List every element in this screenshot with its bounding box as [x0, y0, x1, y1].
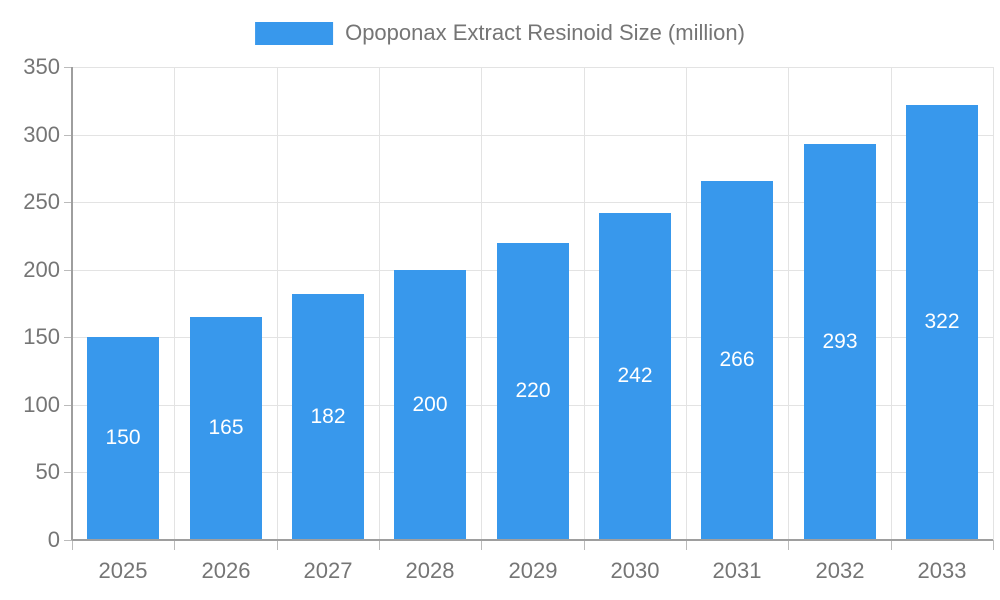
- y-axis-tick: [64, 202, 72, 203]
- y-axis-tick: [64, 472, 72, 473]
- gridline-vertical: [993, 67, 994, 540]
- y-axis-tick: [64, 270, 72, 271]
- gridline-vertical: [788, 67, 789, 540]
- bar-2025[interactable]: 150: [87, 337, 159, 539]
- y-tick-label: 150: [23, 324, 60, 349]
- x-axis-tick: [379, 540, 380, 550]
- bar-2032[interactable]: 293: [804, 144, 876, 539]
- y-axis-tick: [64, 337, 72, 338]
- legend-label: Opoponax Extract Resinoid Size (million): [345, 20, 745, 45]
- gridline-vertical: [481, 67, 482, 540]
- x-axis-tick: [584, 540, 585, 550]
- bar-value-label: 322: [924, 310, 960, 333]
- bar-value-label: 293: [822, 329, 858, 353]
- y-tick-label: 50: [35, 459, 60, 484]
- legend-swatch-icon: [255, 21, 334, 45]
- y-tick-label: 0: [47, 527, 60, 552]
- x-axis-tick: [72, 540, 73, 550]
- x-axis-tick: [993, 540, 994, 550]
- legend[interactable]: Opoponax Extract Resinoid Size (million): [255, 20, 745, 46]
- x-axis-tick: [788, 540, 789, 550]
- y-tick-label: 100: [23, 392, 60, 417]
- bar-value-label: 220: [515, 379, 551, 402]
- bar-value-label: 200: [412, 392, 448, 416]
- gridline-vertical: [891, 67, 892, 540]
- y-axis-tick: [64, 135, 72, 136]
- x-tick-label: 2031: [712, 558, 762, 583]
- bar-value-label: 182: [310, 404, 346, 428]
- y-tick-label: 300: [23, 122, 60, 147]
- bar-2028[interactable]: 200: [394, 270, 466, 539]
- y-tick-label: 350: [23, 54, 60, 79]
- x-tick-label: 2027: [303, 558, 353, 583]
- gridline-vertical: [277, 67, 278, 540]
- gridline-vertical: [379, 67, 380, 540]
- bar-2033[interactable]: 322: [906, 105, 978, 539]
- gridline-horizontal: [72, 202, 993, 203]
- bar-value-label: 165: [208, 416, 244, 439]
- gridline-vertical: [174, 67, 175, 540]
- bar-value-label: 150: [105, 426, 141, 449]
- y-tick-label: 200: [23, 257, 60, 282]
- x-axis-tick: [277, 540, 278, 550]
- x-axis-tick: [481, 540, 482, 550]
- bar-2027[interactable]: 182: [292, 294, 364, 539]
- bar-2026[interactable]: 165: [190, 317, 262, 539]
- gridline-vertical: [584, 67, 585, 540]
- bar-value-label: 266: [719, 348, 755, 371]
- x-tick-label: 2029: [508, 558, 558, 583]
- x-axis-tick: [891, 540, 892, 550]
- y-axis-tick: [64, 67, 72, 68]
- bar-2030[interactable]: 242: [599, 213, 671, 539]
- x-tick-label: 2026: [201, 558, 251, 583]
- gridline-vertical: [686, 67, 687, 540]
- x-tick-label: 2032: [815, 558, 865, 583]
- y-axis-tick: [64, 405, 72, 406]
- gridline-horizontal: [72, 67, 993, 68]
- bar-2029[interactable]: 220: [497, 243, 569, 539]
- y-axis-tick: [64, 540, 72, 541]
- x-tick-label: 2030: [610, 558, 660, 583]
- x-tick-label: 2033: [917, 558, 967, 583]
- x-tick-label: 2028: [405, 558, 455, 583]
- x-axis-tick: [174, 540, 175, 550]
- bar-2031[interactable]: 266: [701, 181, 773, 539]
- x-axis-line: [72, 539, 993, 541]
- x-tick-label: 2025: [98, 558, 148, 583]
- gridline-horizontal: [72, 135, 993, 136]
- y-axis-line: [71, 67, 73, 540]
- x-axis-tick: [686, 540, 687, 550]
- y-tick-label: 250: [23, 189, 60, 214]
- bar-value-label: 242: [617, 364, 653, 387]
